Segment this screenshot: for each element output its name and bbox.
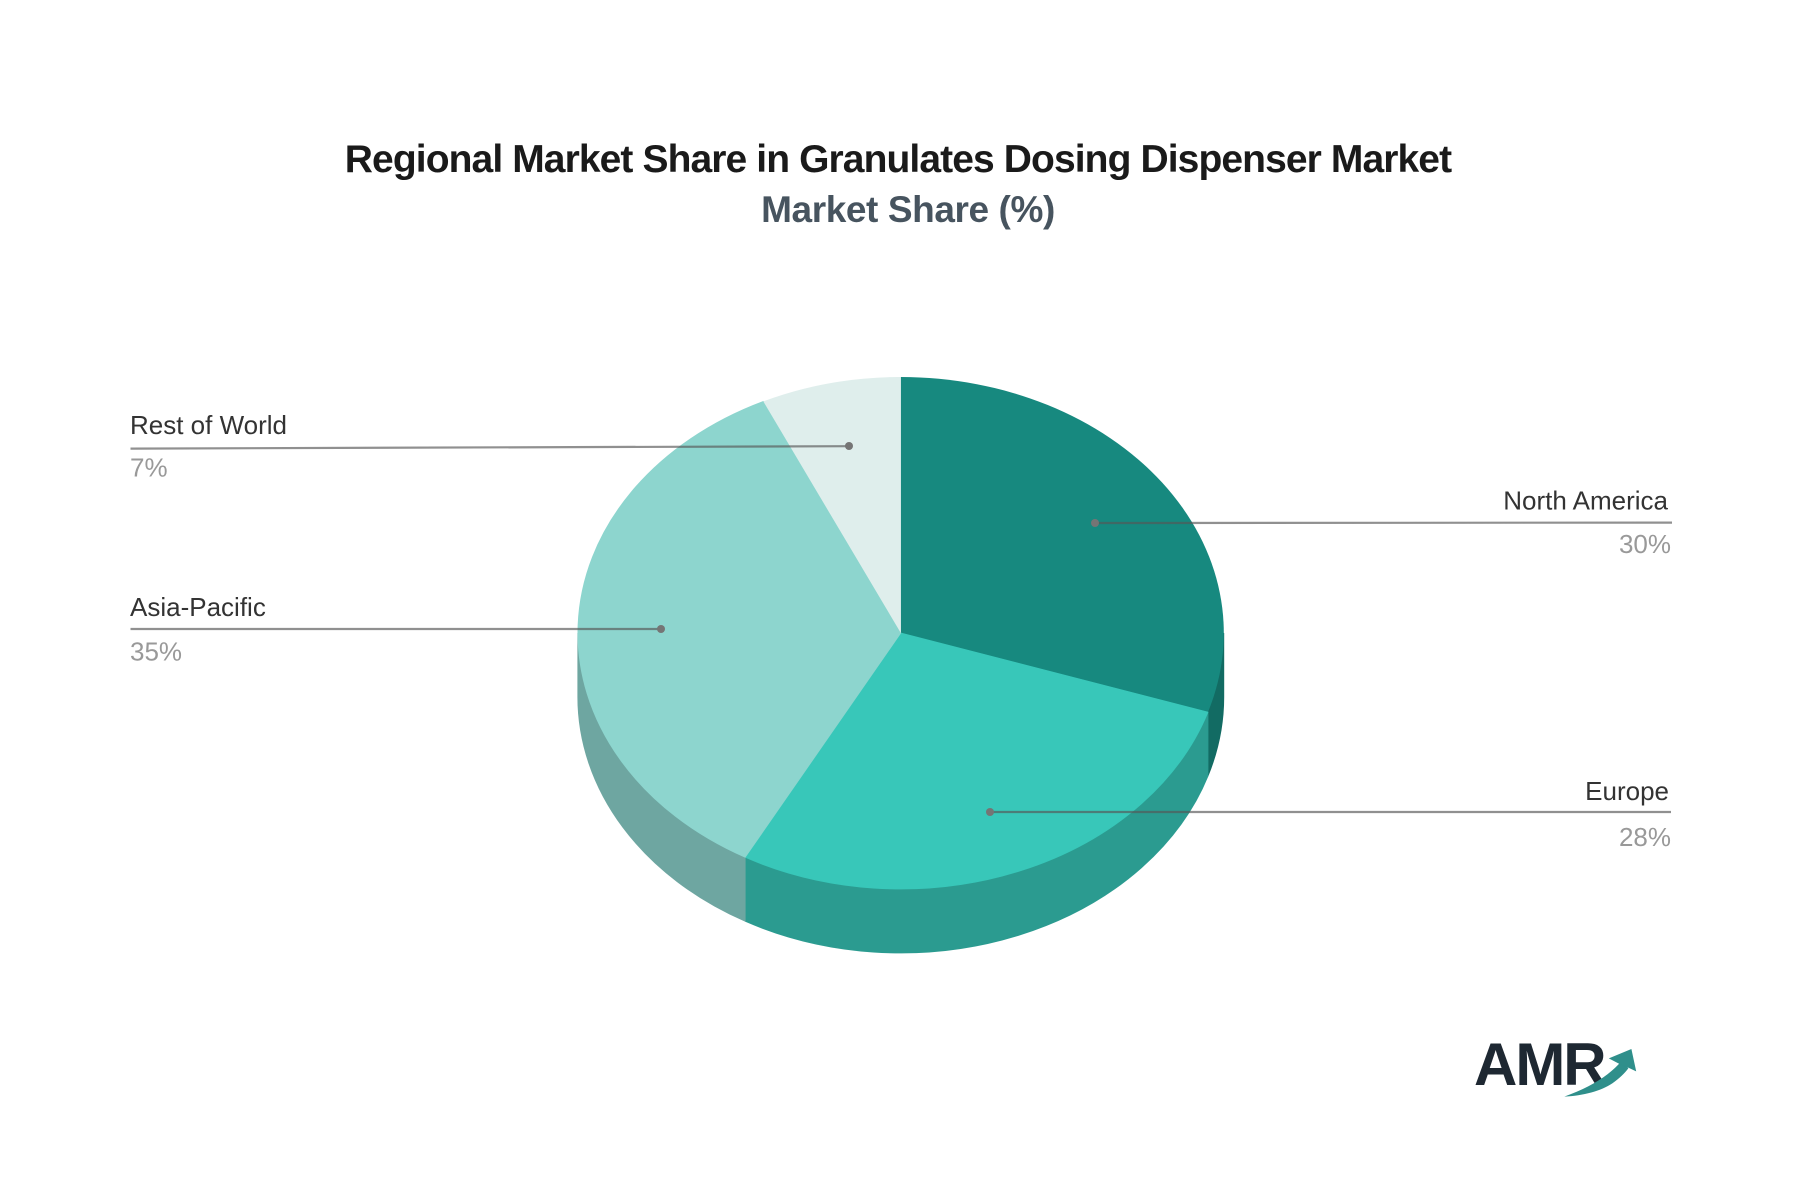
svg-text:Market Share (%): Market Share (%) — [761, 189, 1055, 230]
svg-text:28%: 28% — [1619, 822, 1671, 852]
svg-text:North America: North America — [1503, 486, 1668, 516]
svg-text:7%: 7% — [130, 453, 168, 483]
svg-text:Asia-Pacific: Asia-Pacific — [130, 592, 266, 622]
svg-text:Rest of World: Rest of World — [130, 410, 287, 440]
svg-text:30%: 30% — [1619, 529, 1671, 559]
svg-text:Europe: Europe — [1585, 776, 1669, 806]
svg-text:35%: 35% — [130, 637, 182, 667]
svg-text:Regional Market Share in Granu: Regional Market Share in Granulates Dosi… — [345, 138, 1452, 181]
svg-text:AMR: AMR — [1474, 1031, 1606, 1098]
